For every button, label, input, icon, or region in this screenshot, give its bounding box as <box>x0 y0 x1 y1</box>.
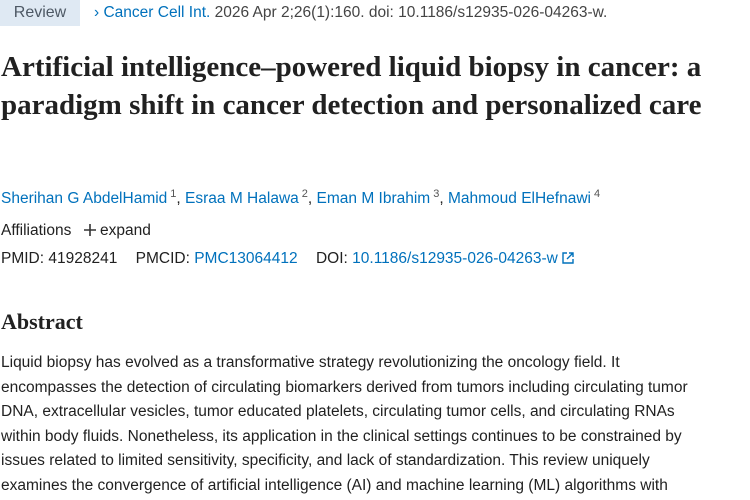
publication-type-badge: Review <box>0 0 80 26</box>
citation: 2026 Apr 2;26(1):160. doi: 10.1186/s1293… <box>214 4 608 21</box>
affiliation-number[interactable]: 2 <box>301 188 308 200</box>
author-link[interactable]: Mahmoud ElHefnawi <box>447 190 591 208</box>
affiliation-number[interactable]: 1 <box>170 188 177 200</box>
author-link[interactable]: Sherihan G AbdelHamid <box>1 190 168 208</box>
author-separator: , <box>439 190 444 208</box>
identifiers: PMID: 41928241 PMCID: PMC13064412 DOI: 1… <box>1 250 574 268</box>
external-link-icon <box>562 252 574 264</box>
article-title: Artificial intelligence–powered liquid b… <box>1 51 702 121</box>
abstract-heading: Abstract <box>1 309 83 334</box>
chevron: › <box>94 4 100 21</box>
affiliation-number[interactable]: 3 <box>433 188 440 200</box>
expand-label: expand <box>100 222 151 239</box>
expand-toggle[interactable]: expand <box>83 222 151 239</box>
affiliation-number[interactable]: 4 <box>593 188 601 200</box>
abstract-line: DNA, extracellular vesicles, tumor educa… <box>1 403 675 420</box>
abstract-line: issues related to limited sensitivity, s… <box>1 452 650 469</box>
abstract-text: Liquid biopsy has evolved as a transform… <box>1 351 688 498</box>
author-separator: , <box>307 190 313 208</box>
pmcid-link[interactable]: PMC13064412 <box>194 250 298 267</box>
doi-link[interactable]: 10.1186/s12935-026-04263-w <box>352 250 558 267</box>
pmid-label: PMID: <box>1 250 45 267</box>
author-link[interactable]: Eman M Ibrahim <box>316 190 431 208</box>
author-link[interactable]: Esraa M Halawa <box>185 190 299 208</box>
abstract-line: examines the convergence of artificial i… <box>1 476 668 494</box>
author-separator: , <box>176 190 181 208</box>
plus-icon <box>83 224 96 236</box>
affiliations-label: Affiliations <box>1 222 72 239</box>
doi-label: DOI: <box>315 250 348 267</box>
journal-link[interactable]: Cancer Cell Int. <box>103 4 211 21</box>
abstract-line: Liquid biopsy has evolved as a transform… <box>1 354 620 371</box>
abstract-line: within body fluids. Nonetheless, its app… <box>1 427 682 445</box>
citation-line: › Cancer Cell Int. 2026 Apr 2;26(1):160.… <box>94 3 607 23</box>
affiliations: Affiliations expand <box>1 222 151 240</box>
pmid: 41928241 <box>48 250 118 267</box>
abstract-line: encompasses the detection of circulating… <box>1 378 688 396</box>
pmcid-label: PMCID: <box>135 250 190 267</box>
author-list: Sherihan G AbdelHamid 1, Esraa M Halawa 2,… <box>1 183 600 210</box>
